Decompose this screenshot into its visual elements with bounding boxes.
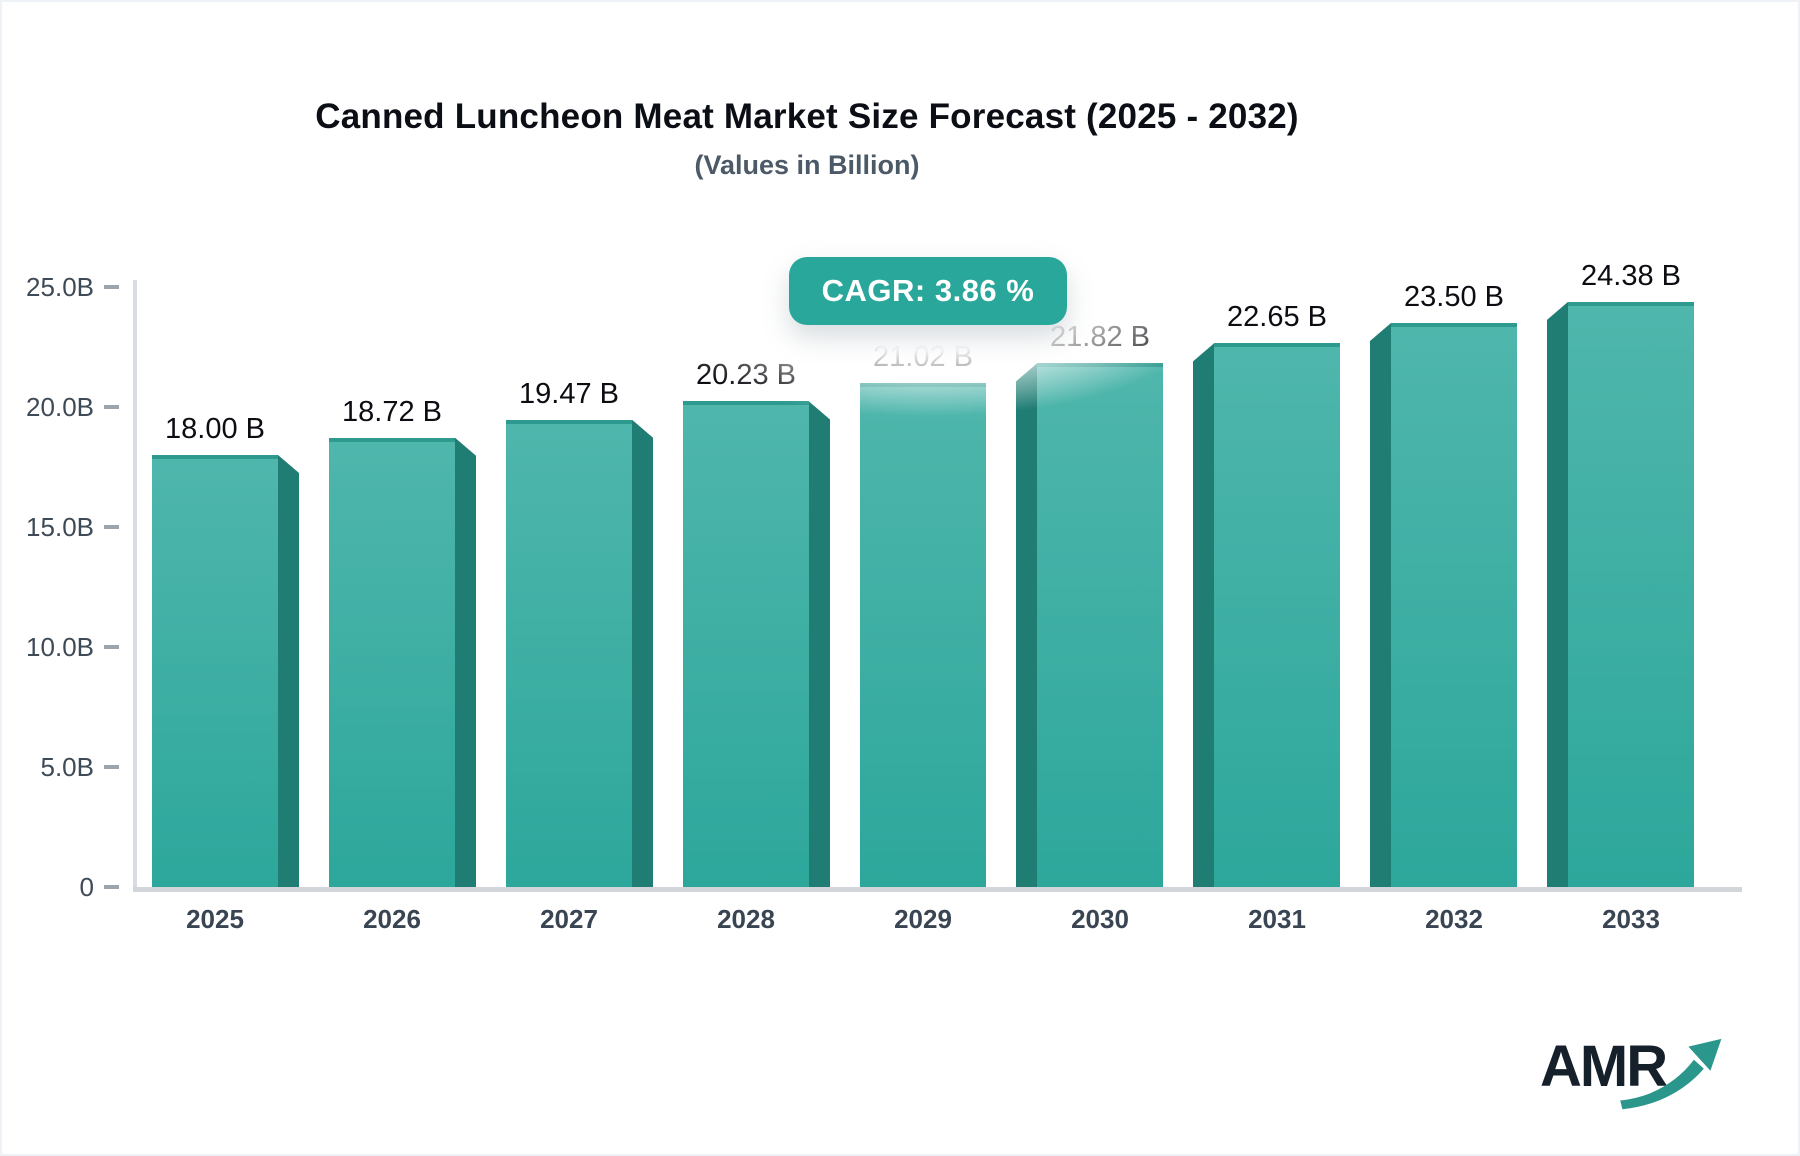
x-tick-label: 2033 — [1602, 904, 1660, 934]
x-tick-label: 2026 — [363, 904, 421, 934]
y-tick-dash — [104, 765, 119, 769]
bar-value-label: 18.00 B — [165, 413, 265, 445]
y-tick-label: 25.0B — [26, 272, 94, 302]
y-tick-dash — [104, 525, 119, 529]
bar-value-label: 18.72 B — [342, 395, 442, 428]
bar-side-3d — [1193, 343, 1214, 887]
bar-side-3d — [455, 437, 476, 887]
bar-face — [860, 382, 986, 887]
y-tick-label: 5.0B — [40, 752, 95, 782]
x-tick-label: 2025 — [186, 904, 244, 934]
bar-face — [329, 437, 455, 887]
y-tick-label: 15.0B — [26, 512, 94, 542]
bar-side-3d — [1370, 323, 1391, 887]
bar-value-label: 23.50 B — [1404, 281, 1504, 313]
amr-logo-text: AMR — [1540, 1034, 1668, 1099]
x-tick-label: 2032 — [1425, 904, 1483, 934]
y-tick-dash — [104, 405, 119, 409]
y-tick-label: 10.0B — [26, 632, 94, 662]
y-tick-dash — [104, 285, 119, 289]
bar-face — [1037, 363, 1163, 887]
y-axis-line — [133, 280, 137, 891]
x-tick-label: 2031 — [1248, 904, 1306, 934]
bar-value-label: 24.38 B — [1581, 259, 1681, 292]
bar-value-label: 22.65 B — [1227, 301, 1327, 334]
amr-logo: AMR — [1540, 1038, 1740, 1118]
x-tick-label: 2030 — [1071, 904, 1129, 934]
x-tick-label: 2028 — [717, 904, 775, 934]
bar-face — [1568, 301, 1694, 887]
bar-value-label: 19.47 B — [519, 377, 619, 410]
bar-face — [506, 419, 632, 887]
bar-face — [1391, 323, 1517, 887]
chart-subtitle: (Values in Billion) — [694, 150, 920, 180]
cagr-badge-label: CAGR: 3.86 % — [821, 273, 1035, 308]
y-tick-dash — [104, 885, 119, 889]
bar-side-3d — [1016, 363, 1037, 887]
growth-arrow-icon — [1620, 1038, 1722, 1110]
cagr-badge: CAGR: 3.86 % — [789, 257, 1067, 325]
bar-side-3d — [809, 401, 830, 887]
chart-title: Canned Luncheon Meat Market Size Forecas… — [315, 97, 1299, 136]
x-tick-label: 2029 — [894, 904, 952, 934]
y-tick-label: 20.0B — [26, 392, 94, 422]
bar-side-3d — [278, 455, 299, 887]
bar-face — [1214, 343, 1340, 887]
bar-face — [152, 455, 278, 887]
bar-side-3d — [1547, 301, 1568, 887]
x-axis-baseline — [133, 887, 1742, 892]
y-tick-label: 0 — [79, 872, 94, 902]
y-tick-dash — [104, 645, 119, 649]
bar-side-3d — [632, 419, 653, 887]
x-tick-label: 2027 — [540, 904, 598, 934]
bar-face — [683, 401, 809, 887]
